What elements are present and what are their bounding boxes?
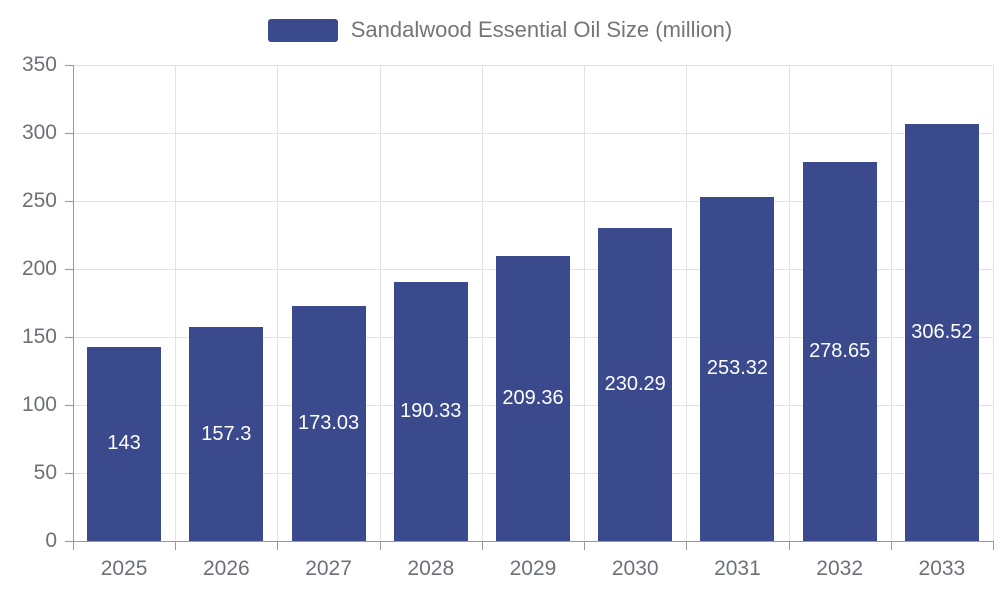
x-axis-tick-label: 2027 [305, 557, 352, 580]
x-axis-tick-label: 2032 [816, 557, 864, 580]
bar-2031[interactable]: 253.32 [700, 196, 775, 541]
x-axis-tick [686, 541, 688, 550]
x-gridline [481, 65, 483, 541]
bar-value-label: 278.65 [809, 340, 871, 363]
x-axis-tick [584, 541, 586, 550]
y-axis-tick-label: 0 [45, 529, 57, 552]
y-gridline [73, 133, 993, 134]
bar-2026[interactable]: 157.3 [189, 327, 264, 541]
x-axis-tick [73, 541, 74, 550]
y-axis-tick [65, 65, 73, 66]
bar-2033[interactable]: 306.52 [904, 124, 979, 541]
x-axis-tick [481, 541, 483, 550]
x-axis-tick [890, 541, 892, 550]
x-axis-tick-label: 2029 [509, 557, 557, 580]
y-axis-tick-label: 300 [21, 121, 57, 144]
bar-value-label: 143 [107, 432, 141, 455]
bar-2030[interactable]: 230.29 [598, 227, 673, 541]
x-axis-tick-label: 2030 [611, 557, 659, 580]
bar-value-label: 306.52 [911, 321, 973, 344]
plot-area: 0 50 100 150 200 250 300 350 143 2025 157.3 2026 173… [22, 53, 994, 580]
bar-2025[interactable]: 143 [87, 346, 162, 541]
y-gridline [73, 65, 993, 66]
x-axis-tick-label: 2026 [202, 557, 250, 580]
y-axis-tick [65, 201, 73, 202]
x-axis-tick [993, 541, 994, 550]
bar-value-label: 230.29 [604, 372, 666, 395]
y-axis-tick [65, 133, 73, 134]
y-axis-tick [65, 473, 73, 474]
y-gridline [73, 201, 993, 202]
y-axis-tick [65, 541, 73, 542]
x-gridline [686, 65, 688, 541]
x-gridline [175, 65, 177, 541]
bar-value-label: 173.03 [297, 411, 360, 434]
x-axis-line [73, 541, 993, 542]
y-axis-tick [65, 405, 73, 406]
x-gridline [379, 65, 381, 541]
y-axis-tick-label: 250 [21, 189, 57, 212]
bar-value-label: 190.33 [400, 400, 462, 423]
y-axis-tick-label: 200 [21, 257, 57, 280]
y-axis-tick [65, 269, 73, 270]
x-axis-tick-label: 2033 [918, 557, 966, 580]
bar-value-label: 253.32 [706, 357, 769, 380]
x-gridline [993, 65, 994, 541]
x-gridline [584, 65, 586, 541]
legend-swatch-icon [267, 18, 338, 42]
y-axis-tick-label: 150 [21, 325, 57, 348]
x-axis-tick [788, 541, 790, 550]
y-axis-tick-label: 350 [21, 53, 57, 76]
x-axis-tick [379, 541, 381, 550]
bar-2032[interactable]: 278.65 [802, 162, 877, 541]
x-axis-tick [175, 541, 177, 550]
x-axis-tick-label: 2031 [714, 557, 761, 580]
bar-value-label: 157.3 [201, 422, 252, 445]
x-gridline [788, 65, 790, 541]
legend-item[interactable]: Sandalwood Essential Oil Size (million) [0, 17, 1000, 43]
bar-2029[interactable]: 209.36 [496, 256, 570, 541]
bar-2028[interactable]: 190.33 [393, 282, 468, 541]
x-gridline [890, 65, 892, 541]
bar-2027[interactable]: 173.03 [291, 305, 366, 541]
x-axis-tick-label: 2025 [100, 557, 148, 580]
y-axis-tick-label: 100 [21, 393, 57, 416]
y-axis-line [73, 65, 74, 541]
x-axis-tick [277, 541, 279, 550]
legend-label: Sandalwood Essential Oil Size (million) [350, 17, 733, 42]
x-axis-tick-label: 2028 [407, 557, 455, 580]
y-axis-tick-label: 50 [33, 461, 57, 484]
y-axis-tick [65, 337, 73, 338]
bar-value-label: 209.36 [502, 387, 564, 410]
x-gridline [277, 65, 279, 541]
